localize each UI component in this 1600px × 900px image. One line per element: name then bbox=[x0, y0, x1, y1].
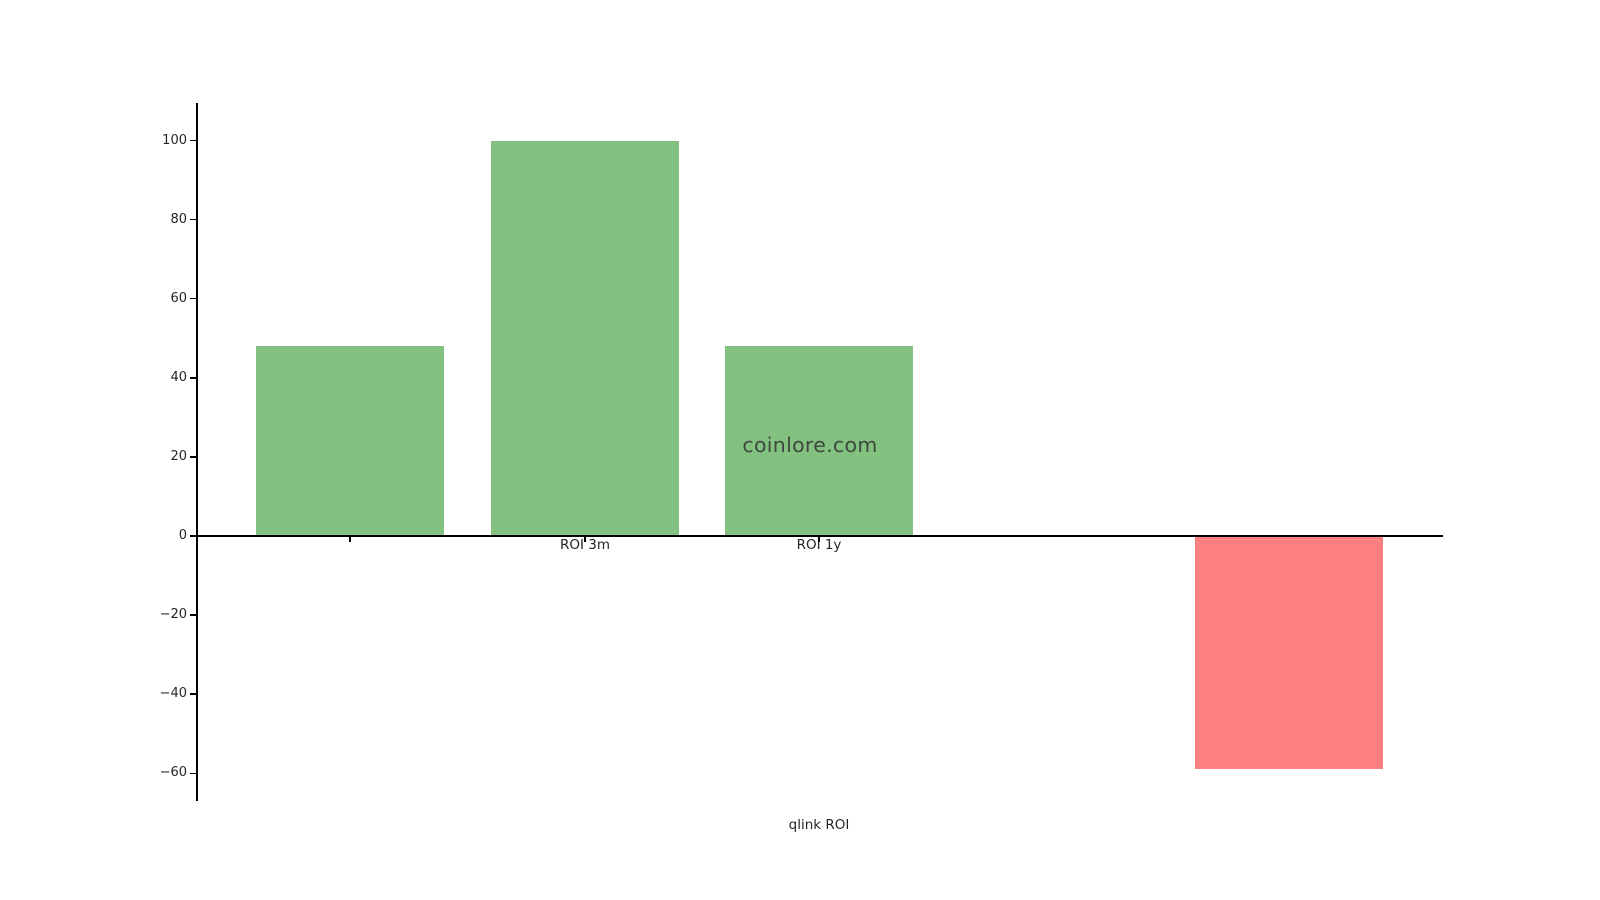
y-axis-line bbox=[196, 103, 198, 801]
y-tick-mark bbox=[190, 139, 197, 142]
bar-series-3 bbox=[1195, 536, 1383, 770]
x-tick-label: ROI 3m bbox=[559, 537, 611, 553]
x-tick-label: ROI 1y bbox=[796, 537, 842, 553]
bar-roi-3m bbox=[491, 140, 679, 536]
y-tick-label: −40 bbox=[159, 686, 187, 702]
x-tick-mark bbox=[818, 536, 820, 542]
y-tick-mark bbox=[190, 297, 197, 300]
bar-series-0 bbox=[256, 346, 444, 536]
y-tick-mark bbox=[190, 218, 197, 221]
y-tick-mark bbox=[190, 772, 197, 775]
y-tick-mark bbox=[190, 377, 197, 379]
y-tick-label: 80 bbox=[170, 211, 187, 227]
y-tick-mark bbox=[190, 614, 197, 616]
y-tick-label: −20 bbox=[159, 607, 187, 623]
watermark-text: coinlore.com bbox=[742, 433, 878, 457]
y-tick-label: 20 bbox=[170, 448, 187, 464]
y-tick-label: 60 bbox=[170, 290, 187, 306]
x-tick-mark bbox=[584, 536, 586, 542]
bar-roi-1y bbox=[725, 346, 913, 536]
x-axis-title: qlink ROI bbox=[788, 817, 850, 833]
y-tick-label: −60 bbox=[159, 765, 187, 781]
y-tick-label: 40 bbox=[170, 369, 187, 385]
x-tick-mark bbox=[349, 536, 351, 542]
y-tick-mark bbox=[190, 535, 197, 537]
y-tick-mark bbox=[190, 456, 197, 458]
y-tick-mark bbox=[190, 693, 197, 695]
x-axis-zero-line bbox=[196, 535, 1443, 537]
y-tick-label: 0 bbox=[178, 528, 187, 543]
y-tick-label: 100 bbox=[162, 132, 187, 148]
